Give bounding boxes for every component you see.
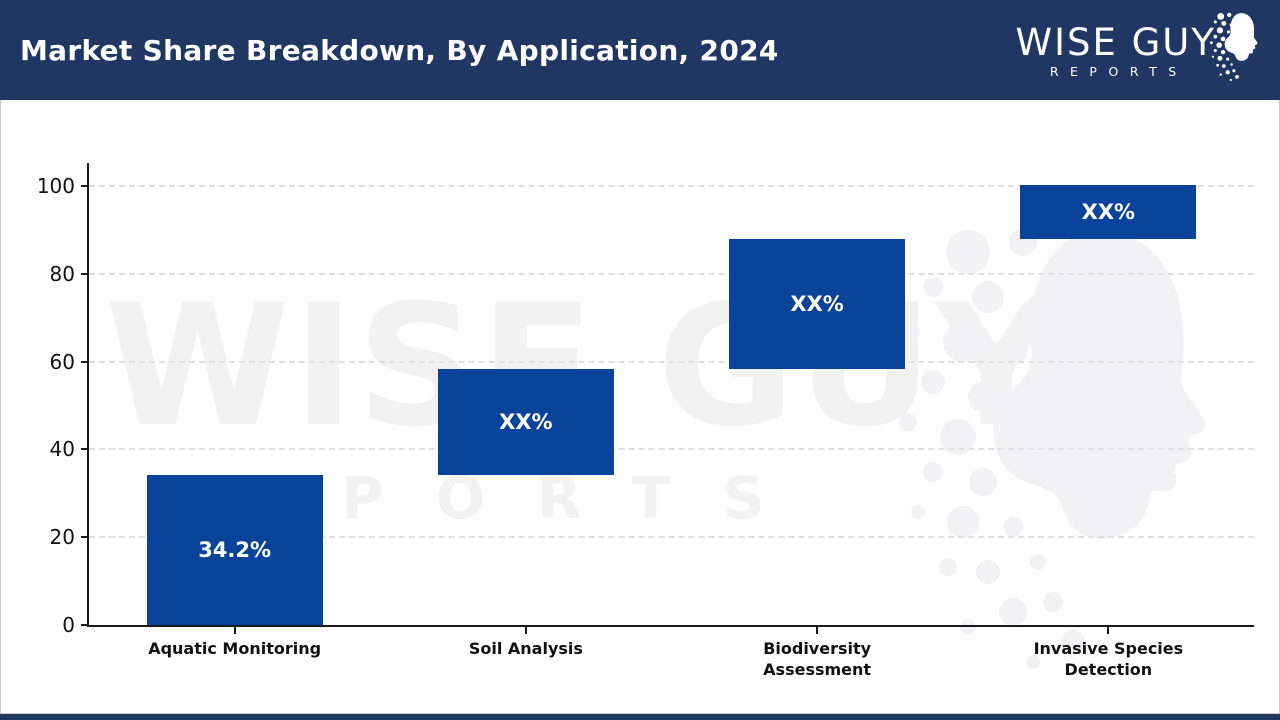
x-category-label: Biodiversity Assessment: [763, 639, 872, 679]
y-gridline: [89, 448, 1254, 451]
x-category-label: Aquatic Monitoring: [148, 639, 322, 658]
brand-logo: WISE GUY REPORTS: [1016, 8, 1268, 94]
x-category-label: Soil Analysis: [468, 639, 583, 658]
y-gridline: [89, 536, 1254, 539]
y-tick-label: 0: [62, 613, 75, 637]
y-tick-label: 60: [49, 349, 75, 374]
logo-subtitle: REPORTS: [1049, 64, 1188, 79]
y-tick-label: 20: [49, 525, 75, 550]
y-axis-line: [87, 163, 89, 627]
bar-value-label: XX%: [499, 409, 553, 434]
logo-wordmark: WISE GUY REPORTS: [1015, 21, 1216, 80]
bar-invasive-species-detection: XX%: [1020, 185, 1197, 239]
page-title: Market Share Breakdown, By Application, …: [20, 34, 779, 67]
bar-value-label: 34.2%: [198, 537, 272, 562]
bar-value-label: XX%: [1081, 199, 1136, 224]
y-tick-label: 100: [36, 174, 75, 198]
y-tick-mark: [81, 272, 89, 275]
y-gridline: [89, 360, 1254, 363]
x-tick-mark: [1107, 627, 1110, 634]
y-gridline: [89, 272, 1254, 275]
y-tick-mark: [81, 185, 89, 187]
bar-biodiversity-assessment: XX%: [729, 238, 906, 370]
chart-area: WISE GUY REPORTS 0 20 40 60 80 100 34.2% Aquati…: [0, 100, 1280, 714]
y-tick-mark: [81, 448, 89, 451]
y-tick-mark: [81, 624, 89, 626]
y-tick-mark: [81, 360, 89, 363]
bar-aquatic-monitoring: 34.2%: [146, 474, 323, 625]
x-tick-mark: [233, 627, 236, 634]
x-category-label: Invasive Species Detection: [1033, 639, 1184, 679]
x-tick-mark: [816, 627, 819, 634]
x-tick-mark: [524, 627, 527, 634]
y-tick-mark: [81, 536, 89, 539]
logo-face-icon: [1210, 12, 1258, 82]
bar-value-label: XX%: [790, 291, 844, 316]
plot: 0 20 40 60 80 100 34.2% Aquatic Monitoring XX% So…: [1, 100, 1279, 713]
y-tick-label: 40: [49, 437, 75, 462]
y-tick-label: 80: [49, 261, 75, 286]
logo-name: WISE GUY: [1015, 21, 1216, 64]
bar-soil-analysis: XX%: [437, 369, 614, 475]
x-axis-line: [87, 625, 1254, 627]
header-bar: Market Share Breakdown, By Application, …: [0, 0, 1280, 100]
y-gridline: [89, 185, 1254, 187]
footer-bar: [0, 714, 1280, 720]
